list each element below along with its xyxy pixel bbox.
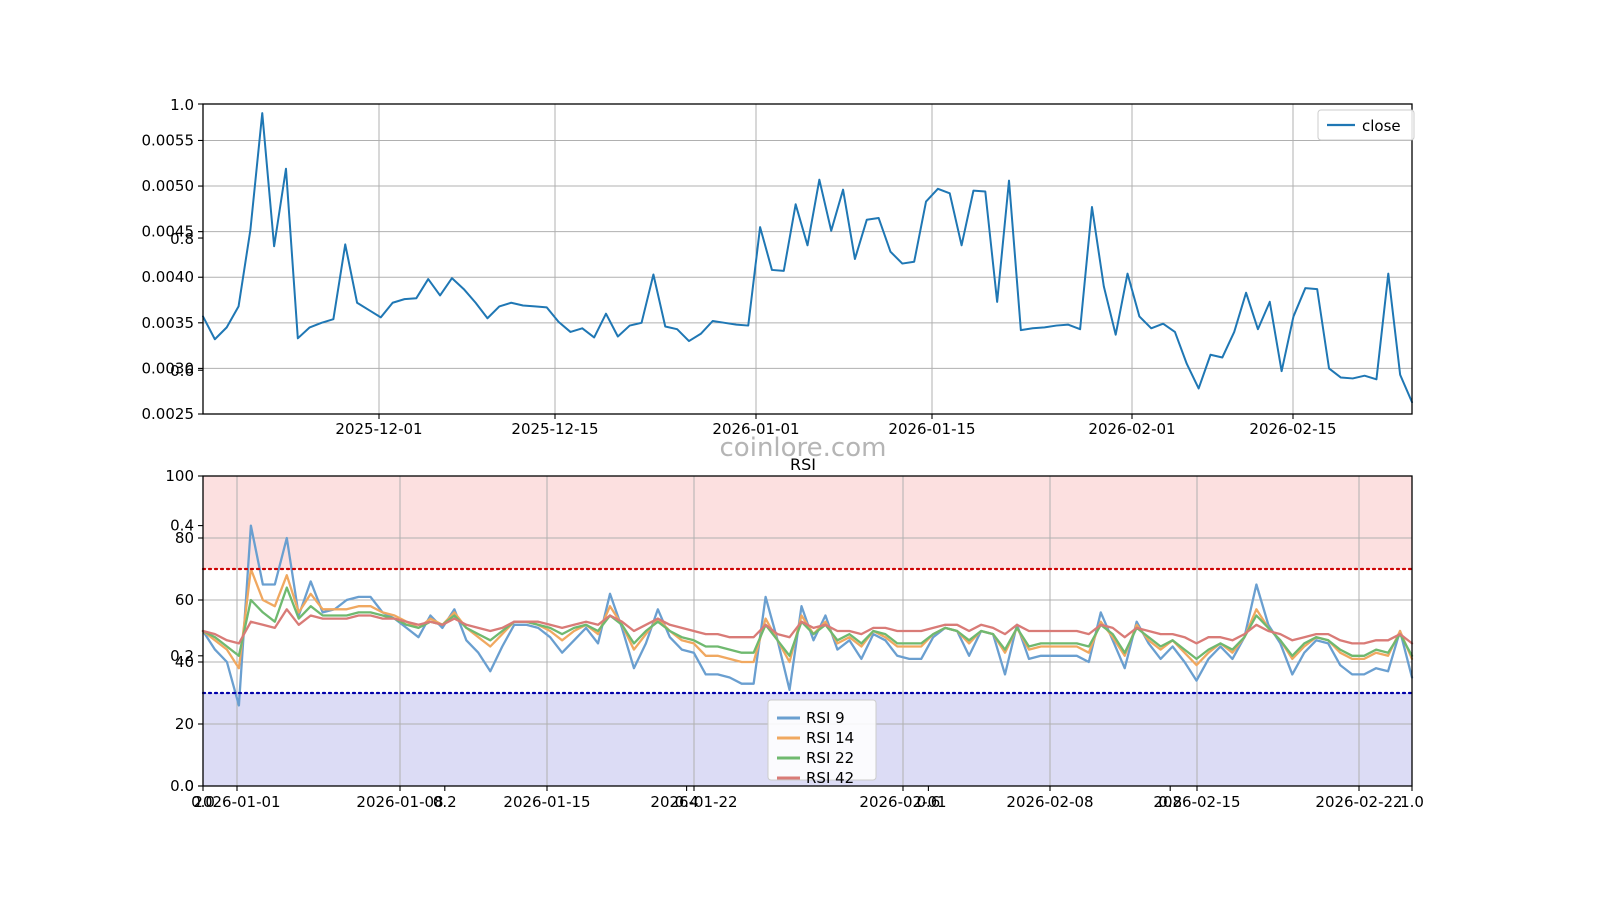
- rsi-ytick-label: 0: [184, 777, 194, 795]
- rsi-xtick-date-label: 2026-01-15: [503, 793, 590, 811]
- price-xtick-label: 2026-02-01: [1088, 420, 1175, 438]
- rsi-xtick-frac-label: 0.6: [916, 793, 940, 811]
- price-ytick-label: 0.0050: [142, 177, 195, 195]
- rsi-xtick-date-label: 2026-01-01: [193, 793, 280, 811]
- rsi-frac-tick-label: 0.0: [170, 777, 194, 795]
- rsi-legend-label: RSI 14: [806, 729, 854, 747]
- price-ytick-label: 0.0040: [142, 268, 195, 286]
- rsi-ytick-label: 40: [175, 653, 194, 671]
- price-ytick-label: 0.0030: [142, 359, 195, 377]
- rsi-xtick-frac-label: 0.0: [191, 793, 215, 811]
- rsi-xtick-frac-label: 1.0: [1400, 793, 1424, 811]
- rsi-series-line: [201, 586, 1414, 661]
- price-legend-box: [1317, 109, 1415, 141]
- price-axes-frame: [202, 103, 1413, 415]
- rsi-xtick-date-label: 2026-02-15: [1153, 793, 1240, 811]
- price-frac-tick-label: 0.8: [170, 230, 194, 248]
- rsi-axes-frame: [202, 475, 1413, 787]
- price-xtick-label: 2026-02-15: [1249, 420, 1336, 438]
- rsi-xtick-date-label: 2026-02-01: [859, 793, 946, 811]
- price-legend-label: close: [1362, 117, 1401, 135]
- price-panel: 0.0025 0.0030 0.0035 0.0040 0.0045 0.0050 0.00…: [142, 96, 1413, 438]
- rsi-legend: RSI 9 RSI 14 RSI 22 RSI 42: [767, 699, 877, 787]
- price-ytick-label: 0.0025: [142, 405, 195, 423]
- rsi-legend-label: RSI 9: [806, 709, 845, 727]
- rsi-xtick-frac-label: 0.4: [675, 793, 699, 811]
- rsi-frac-tick-label: 0.4: [170, 517, 194, 535]
- rsi-xtick-date-label: 2026-02-08: [1006, 793, 1093, 811]
- rsi-panel-title: RSI: [790, 455, 816, 474]
- price-xtick-label: 2026-01-15: [888, 420, 975, 438]
- price-ytick-label: 0.0055: [142, 131, 195, 149]
- rsi-legend-label: RSI 42: [806, 769, 854, 787]
- price-legend: close: [1317, 109, 1415, 141]
- price-frac-tick-label: 1.0: [170, 96, 194, 114]
- rsi-ytick-label: 80: [175, 529, 194, 547]
- rsi-ytick-label: 20: [175, 715, 194, 733]
- rsi-legend-label: RSI 22: [806, 749, 854, 767]
- rsi-xtick-date-label: 2026-01-08: [356, 793, 443, 811]
- price-ytick-label: 0.0035: [142, 314, 195, 332]
- rsi-legend-box: [767, 699, 877, 781]
- price-xtick-label: 2026-01-01: [712, 420, 799, 438]
- price-ytick-label: 0.0045: [142, 223, 195, 241]
- rsi-ytick-label: 100: [165, 467, 194, 485]
- rsi-ytick-label: 60: [175, 591, 194, 609]
- watermark-text: coinlore.com: [720, 433, 887, 463]
- rsi-xtick-frac-label: 0.8: [1158, 793, 1182, 811]
- rsi-overbought-band: [203, 476, 1412, 569]
- price-frac-tick-label: 0.6: [170, 362, 194, 380]
- rsi-xtick-frac-label: 0.2: [433, 793, 457, 811]
- rsi-frac-tick-label: 0.2: [170, 647, 194, 665]
- price-close-line: [202, 112, 1413, 404]
- price-xtick-label: 2025-12-15: [511, 420, 598, 438]
- price-xtick-label: 2025-12-01: [335, 420, 422, 438]
- rsi-series-line: [201, 608, 1414, 645]
- rsi-xtick-date-label: 2026-02-22: [1315, 793, 1402, 811]
- rsi-xtick-date-label: 2026-01-22: [650, 793, 737, 811]
